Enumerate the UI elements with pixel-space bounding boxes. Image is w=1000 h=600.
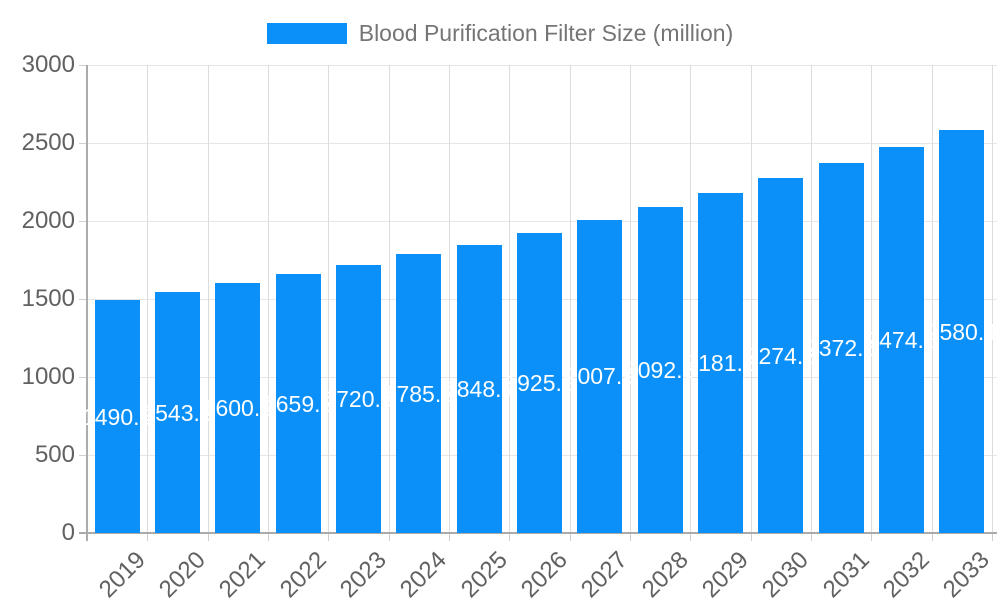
- y-axis-tick: [79, 143, 87, 144]
- x-gridline: [328, 65, 330, 533]
- x-gridline: [569, 65, 571, 533]
- x-axis-label: 2020: [154, 546, 211, 600]
- y-gridline: [87, 221, 997, 222]
- x-gridline: [992, 65, 993, 533]
- bar-2028[interactable]: [637, 206, 683, 533]
- bar-2031[interactable]: [818, 162, 864, 533]
- bar-2019[interactable]: [94, 300, 140, 533]
- y-axis-line: [86, 65, 88, 541]
- x-gridline: [811, 65, 812, 533]
- x-axis-tick: [328, 533, 330, 541]
- y-gridline: [87, 65, 997, 66]
- bar-value-label: 2092.8: [624, 356, 696, 383]
- x-gridline: [509, 65, 511, 533]
- x-axis-label: 2021: [214, 546, 272, 600]
- x-axis-tick: [750, 533, 752, 541]
- x-axis-label: 2031: [817, 546, 875, 600]
- bar-2029[interactable]: [698, 192, 743, 533]
- y-axis-tick: [79, 221, 87, 222]
- bar-2033[interactable]: [939, 130, 985, 533]
- bar-value-label: 2274.3: [745, 342, 817, 369]
- x-axis-label: 2025: [455, 546, 513, 600]
- bar-value-label: 2181.2: [685, 349, 756, 376]
- y-axis-tick: [79, 377, 87, 378]
- x-gridline: [630, 65, 631, 533]
- bar-2026[interactable]: [517, 232, 562, 533]
- x-gridline: [750, 65, 752, 533]
- x-axis-tick: [388, 533, 390, 541]
- x-axis-label: 2033: [938, 546, 996, 600]
- y-axis-label: 1000: [21, 363, 75, 390]
- x-axis-tick: [630, 533, 631, 541]
- y-axis-label: 0: [61, 519, 75, 546]
- bar-value-label: 1848.4: [443, 375, 515, 402]
- x-axis-label: 2023: [335, 546, 392, 600]
- legend[interactable]: Blood Purification Filter Size (million): [0, 20, 1000, 47]
- y-axis-label: 500: [34, 441, 75, 468]
- bar-value-label: 1925.1: [504, 369, 575, 396]
- x-axis-tick: [811, 533, 812, 541]
- x-gridline: [871, 65, 873, 533]
- bar-2022[interactable]: [275, 274, 321, 533]
- y-axis-label: 3000: [21, 51, 75, 78]
- x-axis-tick: [871, 533, 873, 541]
- bar-value-label: 2007.9: [564, 363, 636, 390]
- y-axis-label: 2500: [21, 129, 75, 156]
- x-axis-label: 2024: [395, 546, 453, 600]
- bar-2021[interactable]: [215, 283, 261, 533]
- x-axis-tick: [147, 533, 149, 541]
- x-axis-label: 2019: [93, 546, 151, 600]
- x-axis-label: 2029: [697, 546, 754, 600]
- bar-value-label: 1543.6: [142, 399, 213, 426]
- bar-2027[interactable]: [577, 219, 623, 533]
- x-gridline: [931, 65, 933, 533]
- x-gridline: [388, 65, 390, 533]
- bar-2025[interactable]: [456, 244, 502, 533]
- bar-value-label: 1720.5: [323, 385, 394, 412]
- y-axis-label: 2000: [21, 207, 75, 234]
- bar-2030[interactable]: [758, 178, 804, 533]
- x-axis-tick: [690, 533, 692, 541]
- y-gridline: [87, 143, 997, 144]
- bar-value-label: 2580.4: [926, 318, 998, 345]
- x-axis-line: [79, 532, 997, 534]
- x-axis-label: 2032: [878, 546, 935, 600]
- y-axis-tick: [79, 299, 87, 300]
- bar-value-label: 2372.5: [805, 334, 877, 361]
- y-axis-tick: [79, 455, 87, 456]
- legend-label: Blood Purification Filter Size (million): [358, 20, 734, 46]
- x-axis-label: 2022: [274, 546, 332, 600]
- x-axis-tick: [207, 533, 209, 541]
- x-axis-tick: [268, 533, 269, 541]
- bar-value-label: 1490.5: [81, 403, 153, 430]
- bar-2020[interactable]: [155, 292, 200, 533]
- x-gridline: [207, 65, 209, 533]
- x-axis-tick: [569, 533, 571, 541]
- x-gridline: [268, 65, 269, 533]
- y-axis-tick: [79, 65, 87, 66]
- x-axis-tick: [449, 533, 450, 541]
- x-gridline: [690, 65, 692, 533]
- x-axis-label: 2028: [636, 546, 694, 600]
- x-axis-tick: [509, 533, 511, 541]
- bar-2032[interactable]: [879, 147, 924, 533]
- x-gridline: [147, 65, 149, 533]
- legend-swatch-icon: [266, 23, 347, 44]
- bar-2024[interactable]: [396, 254, 442, 533]
- x-axis-label: 2026: [516, 546, 573, 600]
- bar-value-label: 1785.3: [383, 380, 455, 407]
- x-gridline: [449, 65, 450, 533]
- bar-2023[interactable]: [336, 264, 381, 533]
- bar-value-label: 2474.1: [866, 327, 937, 354]
- bar-value-label: 1600.2: [202, 395, 274, 422]
- x-axis-label: 2030: [757, 546, 815, 600]
- bar-value-label: 1659.3: [262, 390, 334, 417]
- x-axis-tick: [992, 533, 993, 541]
- x-axis-tick: [931, 533, 933, 541]
- x-axis-label: 2027: [576, 546, 634, 600]
- y-axis-label: 1500: [21, 285, 75, 312]
